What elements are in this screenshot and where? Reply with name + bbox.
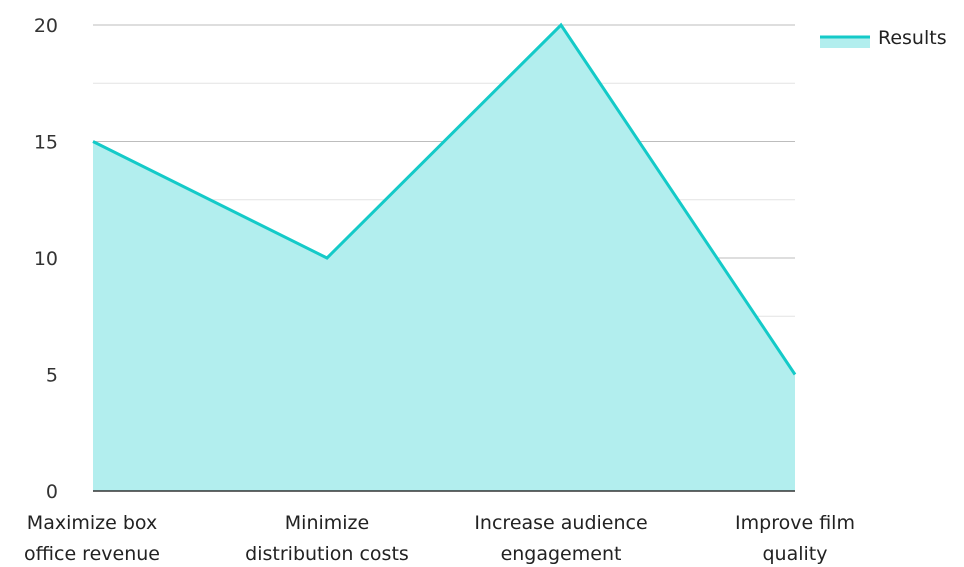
x-tick-label: Minimize distribution costs — [245, 512, 409, 565]
legend[interactable]: Results — [820, 27, 947, 49]
series-area — [92, 22, 797, 491]
area-fill — [93, 25, 795, 491]
x-tick-label: Improve film quality — [735, 512, 855, 565]
y-tick-label: 15 — [34, 132, 58, 154]
y-tick-label: 5 — [46, 365, 58, 387]
y-tick-label: 20 — [34, 15, 58, 37]
y-tick-label: 10 — [34, 248, 58, 270]
legend-label: Results — [878, 27, 947, 49]
x-tick-label: Maximize box office revenue — [24, 512, 160, 565]
y-tick-label: 0 — [46, 481, 58, 503]
series-line — [92, 22, 797, 376]
legend-swatch — [820, 37, 870, 48]
x-tick-label: Increase audience engagement — [474, 512, 647, 565]
x-axis-ticks: Maximize box office revenue Minimize distri… — [24, 512, 855, 565]
y-axis-ticks: 0 5 10 15 20 — [34, 15, 58, 503]
